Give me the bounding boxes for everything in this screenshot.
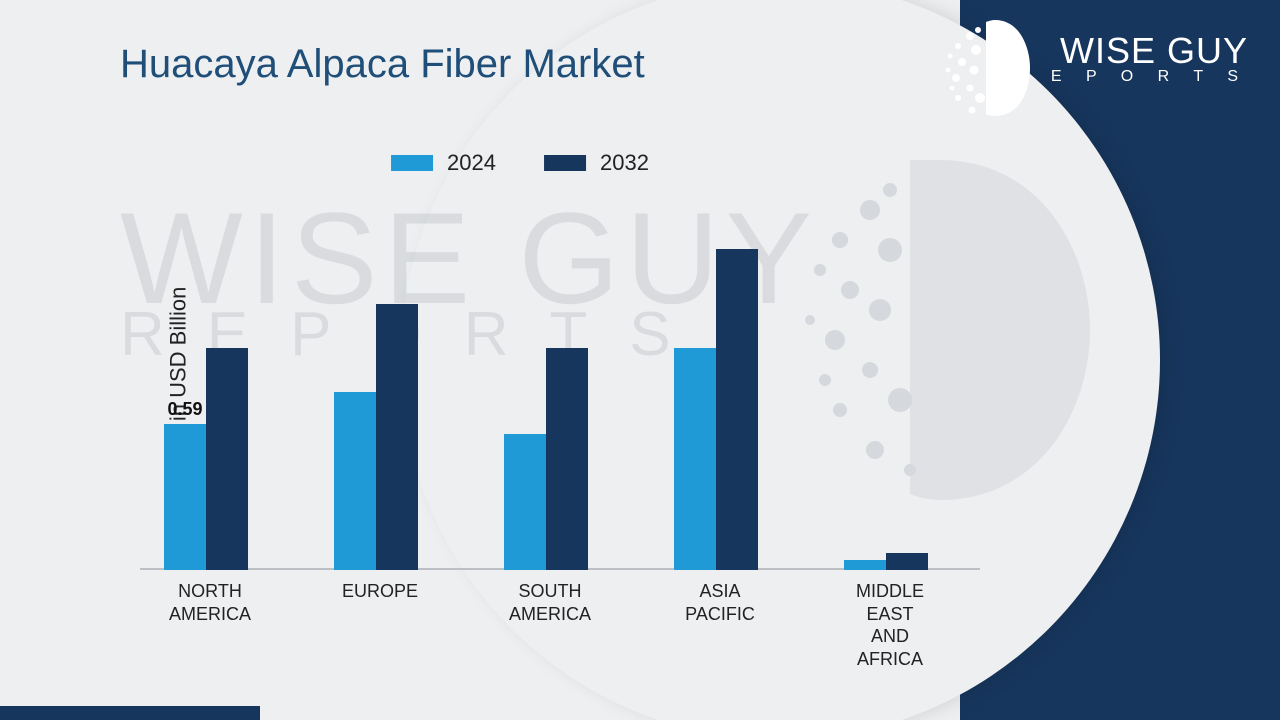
legend-swatch-2032 [544,155,586,171]
bar-series-b [716,249,758,570]
legend-swatch-2024 [391,155,433,171]
bar-series-b [206,348,248,570]
bar-value-label: 0.59 [167,399,202,420]
legend-label-2024: 2024 [447,150,496,176]
page: WISE GUY REPORTS WISE GUY R E P O R T S … [0,0,1280,720]
brand-sub-text: R E P O R T S [1015,68,1248,86]
bar-series-a [844,560,886,570]
bar-series-a: 0.59 [164,424,206,570]
chart-title: Huacaya Alpaca Fiber Market [120,42,645,87]
bar-series-a [334,392,376,570]
brand-block: WISE GUY R E P O R T S [1015,30,1248,86]
plot-area: 0.59NORTHAMERICAEUROPESOUTHAMERICAASIAPA… [140,200,980,570]
legend-label-2032: 2032 [600,150,649,176]
category-label: ASIAPACIFIC [650,570,790,625]
chart-area: Market Size in USD Billion 2024 2032 0.5… [60,150,980,680]
bar-series-a [674,348,716,570]
bar-series-b [376,304,418,570]
category-label: SOUTHAMERICA [480,570,620,625]
category-label: EUROPE [310,570,450,603]
legend-item-2024: 2024 [391,150,496,176]
category-label: NORTHAMERICA [140,570,280,625]
brand-main-text: WISE GUY [1015,30,1248,72]
bar-series-b [886,553,928,570]
bottom-accent-strip [0,706,260,720]
legend-item-2032: 2032 [544,150,649,176]
bar-series-b [546,348,588,570]
category-label: MIDDLEEASTANDAFRICA [820,570,960,670]
bar-series-a [504,434,546,570]
legend: 2024 2032 [391,150,649,176]
